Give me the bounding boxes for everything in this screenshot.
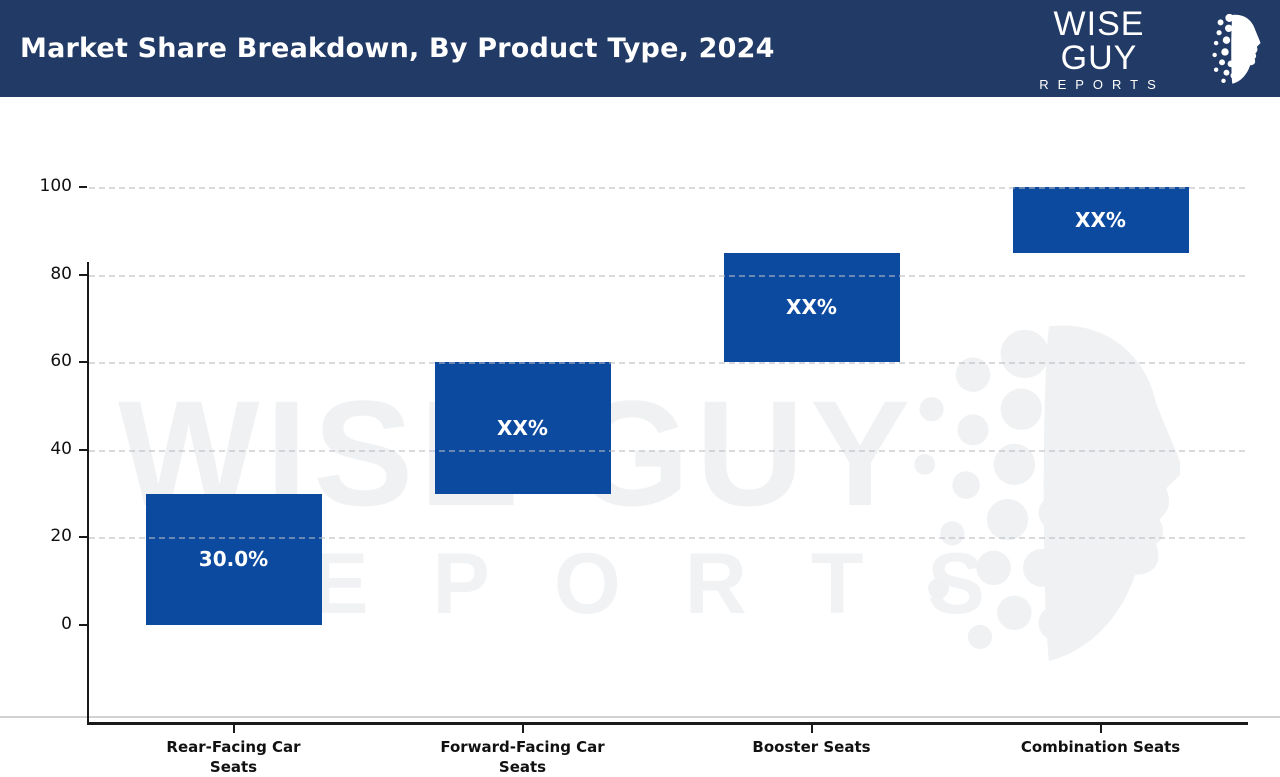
y-tick-mark-60 bbox=[79, 361, 87, 364]
x-category-label: Rear-Facing Car Seats bbox=[166, 738, 301, 776]
y-tick-mark-80 bbox=[79, 273, 87, 276]
dotted-head-icon bbox=[1212, 13, 1261, 84]
y-tick-label-100: 100 bbox=[39, 176, 72, 196]
x-tick-mark bbox=[521, 725, 524, 733]
bar-value-label: XX% bbox=[497, 415, 548, 440]
x-tick-mark bbox=[1099, 725, 1102, 733]
x-tick-mark bbox=[810, 725, 813, 733]
y-tick-mark-20 bbox=[79, 536, 87, 539]
x-category-label: Booster Seats bbox=[752, 738, 871, 756]
gridline-60 bbox=[89, 362, 1245, 365]
y-axis-line bbox=[87, 262, 89, 722]
bar-forward-facing-car-seats: XX% bbox=[434, 362, 611, 494]
x-axis-line bbox=[87, 722, 1248, 725]
logo-wordmark: WISE GUY bbox=[1053, 4, 1145, 77]
x-category-label: Combination Seats bbox=[1020, 738, 1181, 756]
y-tick-mark-40 bbox=[79, 448, 87, 451]
footer-divider bbox=[0, 716, 1280, 718]
y-tick-label-0: 0 bbox=[61, 614, 72, 634]
y-tick-label-20: 20 bbox=[50, 526, 72, 547]
x-category-label: Forward-Facing Car Seats bbox=[440, 738, 605, 776]
gridline-100 bbox=[89, 187, 1245, 189]
logo-text: WISE GUY REPORTS bbox=[1012, 7, 1186, 92]
y-tick-label-40: 40 bbox=[50, 438, 72, 459]
watermark-dotted-head-icon bbox=[914, 325, 1180, 662]
bar-value-label: 30.0% bbox=[198, 547, 269, 572]
chart-canvas: WISE GUY REPORTS 0 20 40 60 80 100 30.0% XX% XX… bbox=[0, 97, 1280, 776]
gridline-40 bbox=[89, 449, 1245, 452]
x-tick-mark bbox=[232, 725, 235, 733]
bar-value-label: XX% bbox=[786, 295, 837, 320]
bar-booster-seats: XX% bbox=[723, 252, 900, 363]
wise-guy-logo: WISE GUY REPORTS bbox=[1012, 7, 1262, 92]
gridline-20 bbox=[89, 537, 1245, 540]
header-banner: Market Share Breakdown, By Product Type,… bbox=[0, 0, 1280, 97]
bar-combination-seats: XX% bbox=[1012, 187, 1189, 253]
gridline-80 bbox=[89, 274, 1245, 277]
y-tick-mark-0 bbox=[79, 624, 87, 626]
y-tick-mark-100 bbox=[79, 186, 87, 188]
bar-rear-facing-car-seats: 30.0% bbox=[145, 493, 322, 625]
y-tick-label-60: 60 bbox=[50, 351, 72, 372]
y-tick-label-80: 80 bbox=[50, 263, 72, 284]
bar-value-label: XX% bbox=[1075, 207, 1126, 232]
page-title: Market Share Breakdown, By Product Type,… bbox=[20, 33, 775, 64]
logo-subtitle: REPORTS bbox=[1039, 76, 1165, 92]
